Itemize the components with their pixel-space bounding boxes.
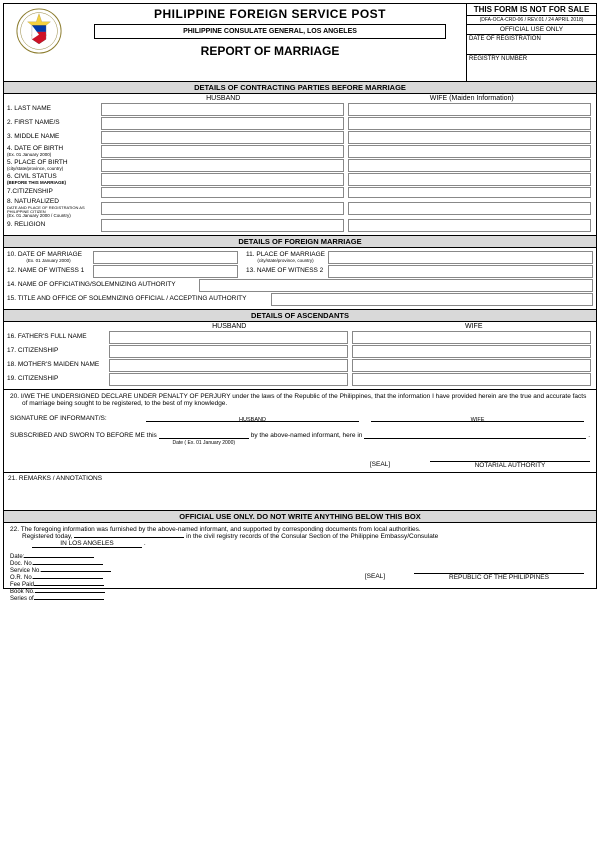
admin-book[interactable] bbox=[35, 592, 105, 593]
wife-father[interactable] bbox=[352, 331, 591, 344]
husband-middlename[interactable] bbox=[101, 131, 344, 144]
sworn-date[interactable]: Date ( Ex. 01 January 2000) bbox=[159, 438, 249, 439]
witness1[interactable] bbox=[93, 265, 238, 278]
husband-civil[interactable] bbox=[101, 173, 344, 186]
title-block: PHILIPPINE FOREIGN SERVICE POST PHILIPPI… bbox=[74, 4, 466, 81]
row-father: 16. FATHER'S FULL NAME bbox=[4, 331, 596, 344]
republic-label: REPUBLIC OF THE PHILIPPINES bbox=[414, 573, 584, 581]
declaration-text: 20. I/WE THE UNDERSIGNED DECLARE UNDER P… bbox=[22, 393, 590, 407]
philippine-seal-icon bbox=[16, 8, 62, 54]
form-page: PHILIPPINE FOREIGN SERVICE POST PHILIPPI… bbox=[3, 3, 597, 589]
post-title: PHILIPPINE FOREIGN SERVICE POST bbox=[74, 7, 466, 21]
date-registration-box[interactable]: DATE OF REGISTRATION bbox=[467, 35, 596, 55]
admin-date[interactable] bbox=[24, 557, 94, 558]
seal-row: [SEAL] NOTARIAL AUTHORITY bbox=[10, 461, 590, 469]
wife-citizenship[interactable] bbox=[348, 187, 591, 198]
row-mother: 18. MOTHER'S MAIDEN NAME bbox=[4, 359, 596, 372]
row-citizenship: 7.CITIZENSHIP bbox=[4, 187, 596, 198]
official-use-header: OFFICIAL USE ONLY. DO NOT WRITE ANYTHING… bbox=[4, 510, 596, 523]
seal-container bbox=[4, 4, 74, 81]
wife-fcitizen[interactable] bbox=[352, 345, 591, 358]
husband-pob[interactable] bbox=[101, 159, 344, 172]
husband-citizenship[interactable] bbox=[101, 187, 344, 198]
section2-header: DETAILS OF FOREIGN MARRIAGE bbox=[4, 235, 596, 248]
husband-dob[interactable] bbox=[101, 145, 344, 158]
row-dob: 4. DATE OF BIRTH(Ex. 01 January 2000) bbox=[4, 145, 596, 158]
husband-signature[interactable]: HUSBAND bbox=[146, 415, 359, 422]
husband-firstname[interactable] bbox=[101, 117, 344, 130]
wife-pob[interactable] bbox=[348, 159, 591, 172]
solemnizing-title[interactable] bbox=[271, 293, 593, 306]
admin-service[interactable] bbox=[41, 571, 111, 572]
husband-religion[interactable] bbox=[101, 219, 344, 232]
section22: 22. The foregoing information was furnis… bbox=[4, 523, 596, 588]
row-civilstatus: 6. CIVIL STATUS(BEFORE THIS MARRIAGE) bbox=[4, 173, 596, 186]
sworn-place[interactable] bbox=[364, 438, 586, 439]
officiating-authority[interactable] bbox=[199, 279, 593, 292]
section20: 20. I/WE THE UNDERSIGNED DECLARE UNDER P… bbox=[4, 389, 596, 472]
official-box: THIS FORM IS NOT FOR SALE (DFA-OCA-CRD-0… bbox=[466, 4, 596, 81]
s22-text: 22. The foregoing information was furnis… bbox=[22, 526, 590, 533]
registered-date[interactable] bbox=[74, 537, 184, 538]
official-use-label: OFFICIAL USE ONLY bbox=[467, 25, 596, 35]
wife-middlename[interactable] bbox=[348, 131, 591, 144]
husband-mother[interactable] bbox=[109, 359, 348, 372]
wife-mcitizen[interactable] bbox=[352, 373, 591, 386]
consulate-location: IN LOS ANGELES bbox=[32, 540, 142, 548]
wife-religion[interactable] bbox=[348, 219, 591, 232]
admin-fee[interactable] bbox=[34, 585, 104, 586]
header: PHILIPPINE FOREIGN SERVICE POST PHILIPPI… bbox=[4, 4, 596, 81]
consulate-name: PHILIPPINE CONSULATE GENERAL, LOS ANGELE… bbox=[94, 24, 446, 39]
husband-mcitizen[interactable] bbox=[109, 373, 348, 386]
wife-civil[interactable] bbox=[348, 173, 591, 186]
registry-number-box[interactable]: REGISTRY NUMBER bbox=[467, 55, 596, 81]
wife-mother[interactable] bbox=[352, 359, 591, 372]
row-naturalized: 8. NATURALIZEDDATE AND PLACE OF REGISTRA… bbox=[4, 199, 596, 218]
admin-doc[interactable] bbox=[33, 564, 103, 565]
row-mcitizen: 19. CITIZENSHIP bbox=[4, 373, 596, 386]
row-firstname: 2. FIRST NAME/S bbox=[4, 117, 596, 130]
wife-lastname[interactable] bbox=[348, 103, 591, 116]
husband-father[interactable] bbox=[109, 331, 348, 344]
sworn-line: SUBSCRIBED AND SWORN TO BEFORE ME this D… bbox=[10, 432, 590, 439]
wife-naturalized[interactable] bbox=[348, 202, 591, 215]
report-title: REPORT OF MARRIAGE bbox=[74, 42, 466, 62]
notarial-authority: NOTARIAL AUTHORITY bbox=[430, 461, 590, 469]
husband-lastname[interactable] bbox=[101, 103, 344, 116]
remarks-box[interactable]: 21. REMARKS / ANNOTATIONS bbox=[4, 472, 596, 510]
husband-asc: HUSBAND bbox=[107, 323, 352, 330]
row-religion: 9. RELIGION bbox=[4, 219, 596, 232]
wife-col: WIFE (Maiden Information) bbox=[348, 95, 597, 102]
husband-fcitizen[interactable] bbox=[109, 345, 348, 358]
seal-label: [SEAL] bbox=[350, 461, 410, 469]
row-fcitizen: 17. CITIZENSHIP bbox=[4, 345, 596, 358]
form-number: (DFA-OCA-CRD-06 / REV.01 / 24 APRIL 2018… bbox=[467, 16, 596, 25]
husband-col: HUSBAND bbox=[99, 95, 348, 102]
section3-header: DETAILS OF ASCENDANTS bbox=[4, 309, 596, 322]
row-middlename: 3. MIDDLE NAME bbox=[4, 131, 596, 144]
section2-body: 10. DATE OF MARRIAGE(Ex. 01 January 2000… bbox=[4, 248, 596, 309]
wife-asc: WIFE bbox=[352, 323, 597, 330]
wife-dob[interactable] bbox=[348, 145, 591, 158]
admin-series[interactable] bbox=[34, 599, 104, 600]
wife-signature[interactable]: WIFE bbox=[371, 415, 584, 422]
witness2[interactable] bbox=[328, 265, 593, 278]
row-pob: 5. PLACE OF BIRTH(city/state/province, c… bbox=[4, 159, 596, 172]
signature-line: SIGNATURE OF INFORMANT/S: HUSBAND WIFE bbox=[10, 415, 590, 422]
admin-or[interactable] bbox=[33, 578, 103, 579]
not-for-sale: THIS FORM IS NOT FOR SALE bbox=[467, 4, 596, 16]
section3-columns: HUSBAND WIFE bbox=[4, 322, 596, 331]
bottom-seal: [SEAL] bbox=[350, 573, 400, 581]
section1-header: DETAILS OF CONTRACTING PARTIES BEFORE MA… bbox=[4, 81, 596, 94]
date-marriage[interactable] bbox=[93, 251, 238, 264]
place-marriage[interactable] bbox=[328, 251, 593, 264]
row-lastname: 1. LAST NAME bbox=[4, 103, 596, 116]
wife-firstname[interactable] bbox=[348, 117, 591, 130]
section1-columns: HUSBAND WIFE (Maiden Information) bbox=[4, 94, 596, 103]
husband-naturalized[interactable] bbox=[101, 202, 344, 215]
